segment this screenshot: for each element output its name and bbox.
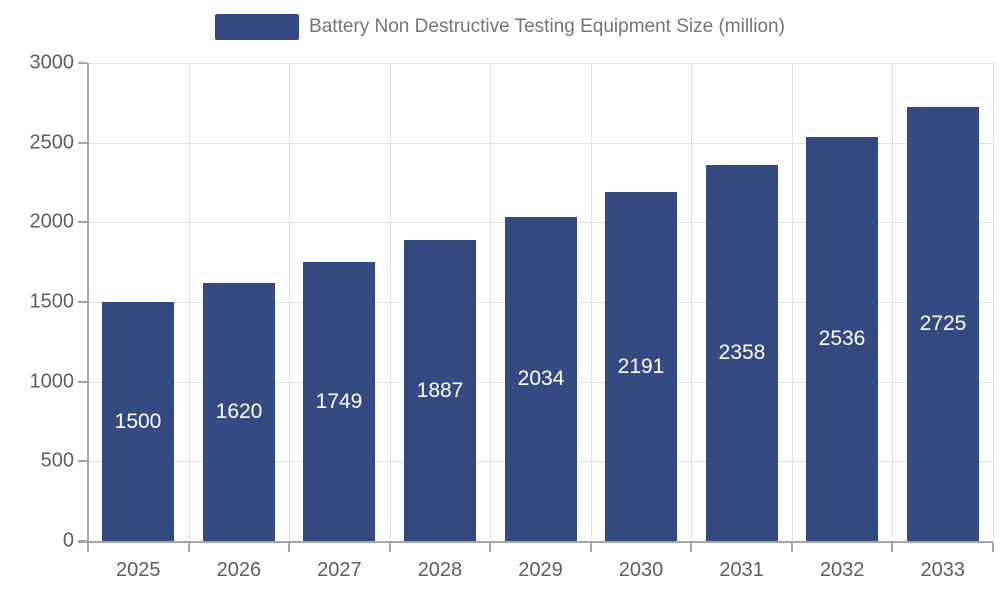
x-axis-line: [78, 541, 993, 543]
v-gridline: [792, 63, 793, 541]
bar-2028[interactable]: 1887: [404, 240, 476, 541]
v-gridline: [591, 63, 592, 541]
legend-item[interactable]: Battery Non Destructive Testing Equipmen…: [0, 14, 1000, 40]
x-axis-tick: [87, 543, 89, 552]
x-axis-tick: [791, 543, 793, 552]
x-axis-label: 2033: [920, 559, 965, 581]
y-axis-label: 0: [62, 529, 74, 552]
y-axis-label: 1000: [29, 370, 75, 393]
y-axis-tick: [78, 380, 87, 383]
x-axis-label: 2030: [618, 559, 664, 581]
x-axis-tick: [891, 543, 893, 552]
x-axis-tick: [690, 543, 692, 552]
y-axis-label: 2000: [29, 210, 75, 233]
bar-value-label: 2034: [517, 367, 565, 390]
bar-value-label: 1500: [114, 410, 162, 433]
bar-2026[interactable]: 1620: [203, 283, 275, 541]
x-axis-label: 2025: [116, 559, 161, 581]
y-axis-line: [87, 63, 89, 541]
x-axis-tick: [590, 543, 592, 552]
v-gridline: [490, 63, 491, 541]
v-gridline: [892, 63, 893, 541]
bar-value-label: 2536: [818, 327, 866, 350]
v-gridline: [189, 63, 190, 541]
bar-value-label: 2191: [617, 355, 665, 378]
y-axis-label: 3000: [29, 51, 75, 74]
h-gridline: [88, 142, 993, 144]
legend-color-swatch: [215, 14, 300, 40]
bar-2025[interactable]: 1500: [102, 302, 174, 541]
h-gridline: [88, 63, 993, 64]
x-axis-label: 2027: [317, 559, 362, 581]
y-axis-tick: [78, 221, 87, 224]
y-axis-tick: [78, 301, 87, 303]
x-axis-tick: [288, 543, 290, 552]
y-axis-label: 2500: [29, 131, 75, 154]
bar-2033[interactable]: 2725: [907, 107, 979, 541]
y-axis-label: 1500: [29, 290, 75, 313]
bar-2032[interactable]: 2536: [806, 137, 878, 541]
bar-value-label: 1887: [416, 379, 464, 402]
bar-2031[interactable]: 2358: [706, 165, 778, 541]
v-gridline: [691, 63, 692, 541]
x-axis-label: 2028: [417, 559, 463, 581]
legend-label: Battery Non Destructive Testing Equipmen…: [309, 16, 785, 37]
v-gridline: [993, 63, 994, 541]
bar-2029[interactable]: 2034: [505, 217, 577, 541]
x-axis-tick: [389, 543, 391, 552]
bar-value-label: 2358: [718, 341, 766, 364]
x-axis-tick: [188, 543, 190, 552]
y-axis-tick: [78, 460, 87, 463]
x-axis-tick: [992, 543, 994, 552]
x-axis-label: 2026: [216, 559, 262, 581]
v-gridline: [390, 63, 391, 541]
bar-value-label: 1749: [315, 390, 363, 413]
bar-value-label: 1620: [215, 400, 263, 423]
y-axis-tick: [78, 141, 87, 144]
plot-area: 1500 1620 1749 1887 2034 2191 2358 2536 2725: [78, 62, 994, 552]
bar-2030[interactable]: 2191: [605, 192, 677, 541]
bar-value-label: 2725: [919, 312, 967, 335]
x-axis-label: 2032: [819, 559, 865, 581]
x-axis-label: 2029: [518, 559, 563, 581]
y-axis-label: 500: [40, 449, 74, 472]
x-axis-tick: [489, 543, 491, 552]
v-gridline: [289, 63, 290, 541]
y-axis-tick: [78, 62, 87, 64]
bar-2027[interactable]: 1749: [303, 262, 375, 541]
x-axis-label: 2031: [719, 559, 764, 581]
